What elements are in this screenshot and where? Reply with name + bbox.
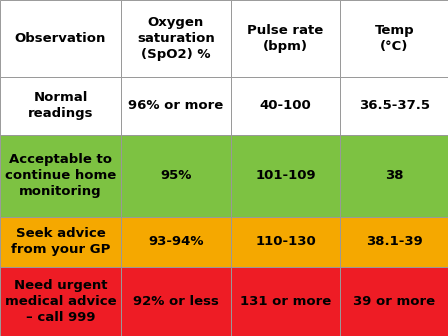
Bar [340,135,448,217]
Bar [340,77,448,135]
Text: 95%: 95% [160,169,192,182]
Text: Need urgent
medical advice
– call 999: Need urgent medical advice – call 999 [4,279,116,324]
Bar [0,217,121,267]
Text: Normal
readings: Normal readings [28,91,93,121]
Text: 96% or more: 96% or more [128,99,224,113]
Text: 38.1-39: 38.1-39 [366,235,422,248]
Bar [231,0,340,77]
Bar [340,217,448,267]
Text: Acceptable to
continue home
monitoring: Acceptable to continue home monitoring [5,153,116,198]
Text: Seek advice
from your GP: Seek advice from your GP [11,227,110,256]
Bar [231,217,340,267]
Bar [340,267,448,336]
Bar [0,135,121,217]
Bar [231,135,340,217]
Text: Pulse rate
(bpm): Pulse rate (bpm) [247,24,324,53]
Text: 110-130: 110-130 [255,235,316,248]
Bar [0,77,121,135]
Bar [121,77,231,135]
Text: Observation: Observation [15,32,106,45]
Bar [121,0,231,77]
Text: 92% or less: 92% or less [133,295,219,308]
Bar [340,0,448,77]
Text: 38: 38 [385,169,404,182]
Text: 39 or more: 39 or more [353,295,435,308]
Bar [121,267,231,336]
Text: Temp
(°C): Temp (°C) [375,24,414,53]
Text: 131 or more: 131 or more [240,295,331,308]
Text: 93-94%: 93-94% [148,235,203,248]
Text: Oxygen
saturation
(SpO2) %: Oxygen saturation (SpO2) % [137,16,215,61]
Bar [0,267,121,336]
Bar [121,217,231,267]
Bar [231,267,340,336]
Bar [231,77,340,135]
Bar [121,135,231,217]
Text: 36.5-37.5: 36.5-37.5 [359,99,430,113]
Bar [0,0,121,77]
Text: 101-109: 101-109 [255,169,316,182]
Text: 40-100: 40-100 [260,99,311,113]
